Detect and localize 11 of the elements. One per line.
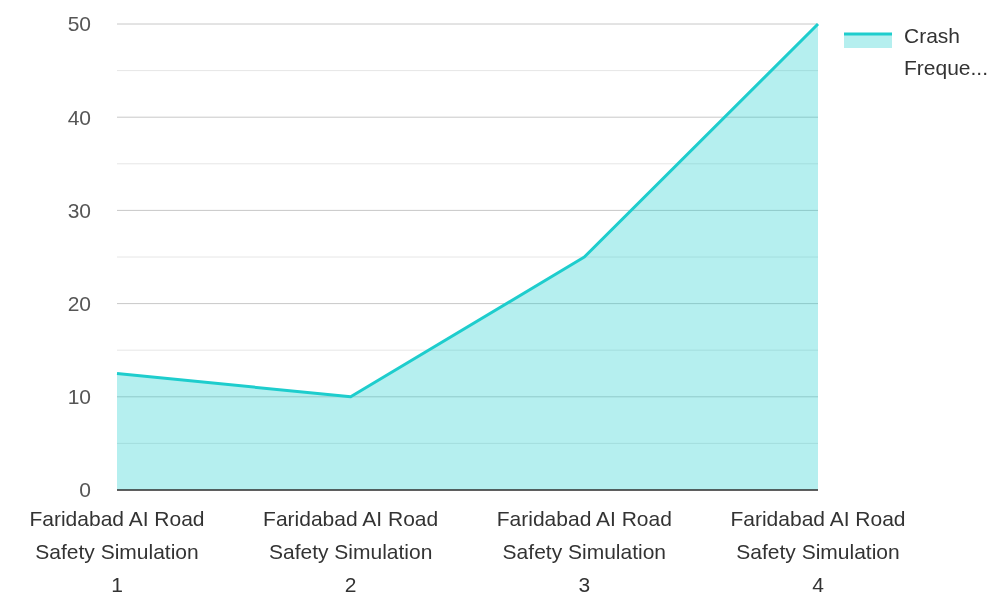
y-tick-label: 40 xyxy=(67,105,91,129)
y-tick-label: 50 xyxy=(67,12,91,36)
x-tick-label: Faridabad AI Road Safety Simulation 4 xyxy=(730,507,906,594)
x-tick-label: Faridabad AI Road Safety Simulation 3 xyxy=(496,507,672,594)
y-tick-label: 0 xyxy=(79,478,91,502)
legend-label: Crash Freque... xyxy=(904,24,989,80)
x-tick-label: Faridabad AI Road Safety Simulation 2 xyxy=(263,507,439,594)
y-tick-label: 30 xyxy=(67,198,91,222)
x-tick-label: Faridabad AI Road Safety Simulation 1 xyxy=(29,507,205,594)
y-tick-label: 10 xyxy=(67,385,91,409)
y-tick-label: 20 xyxy=(67,291,91,315)
